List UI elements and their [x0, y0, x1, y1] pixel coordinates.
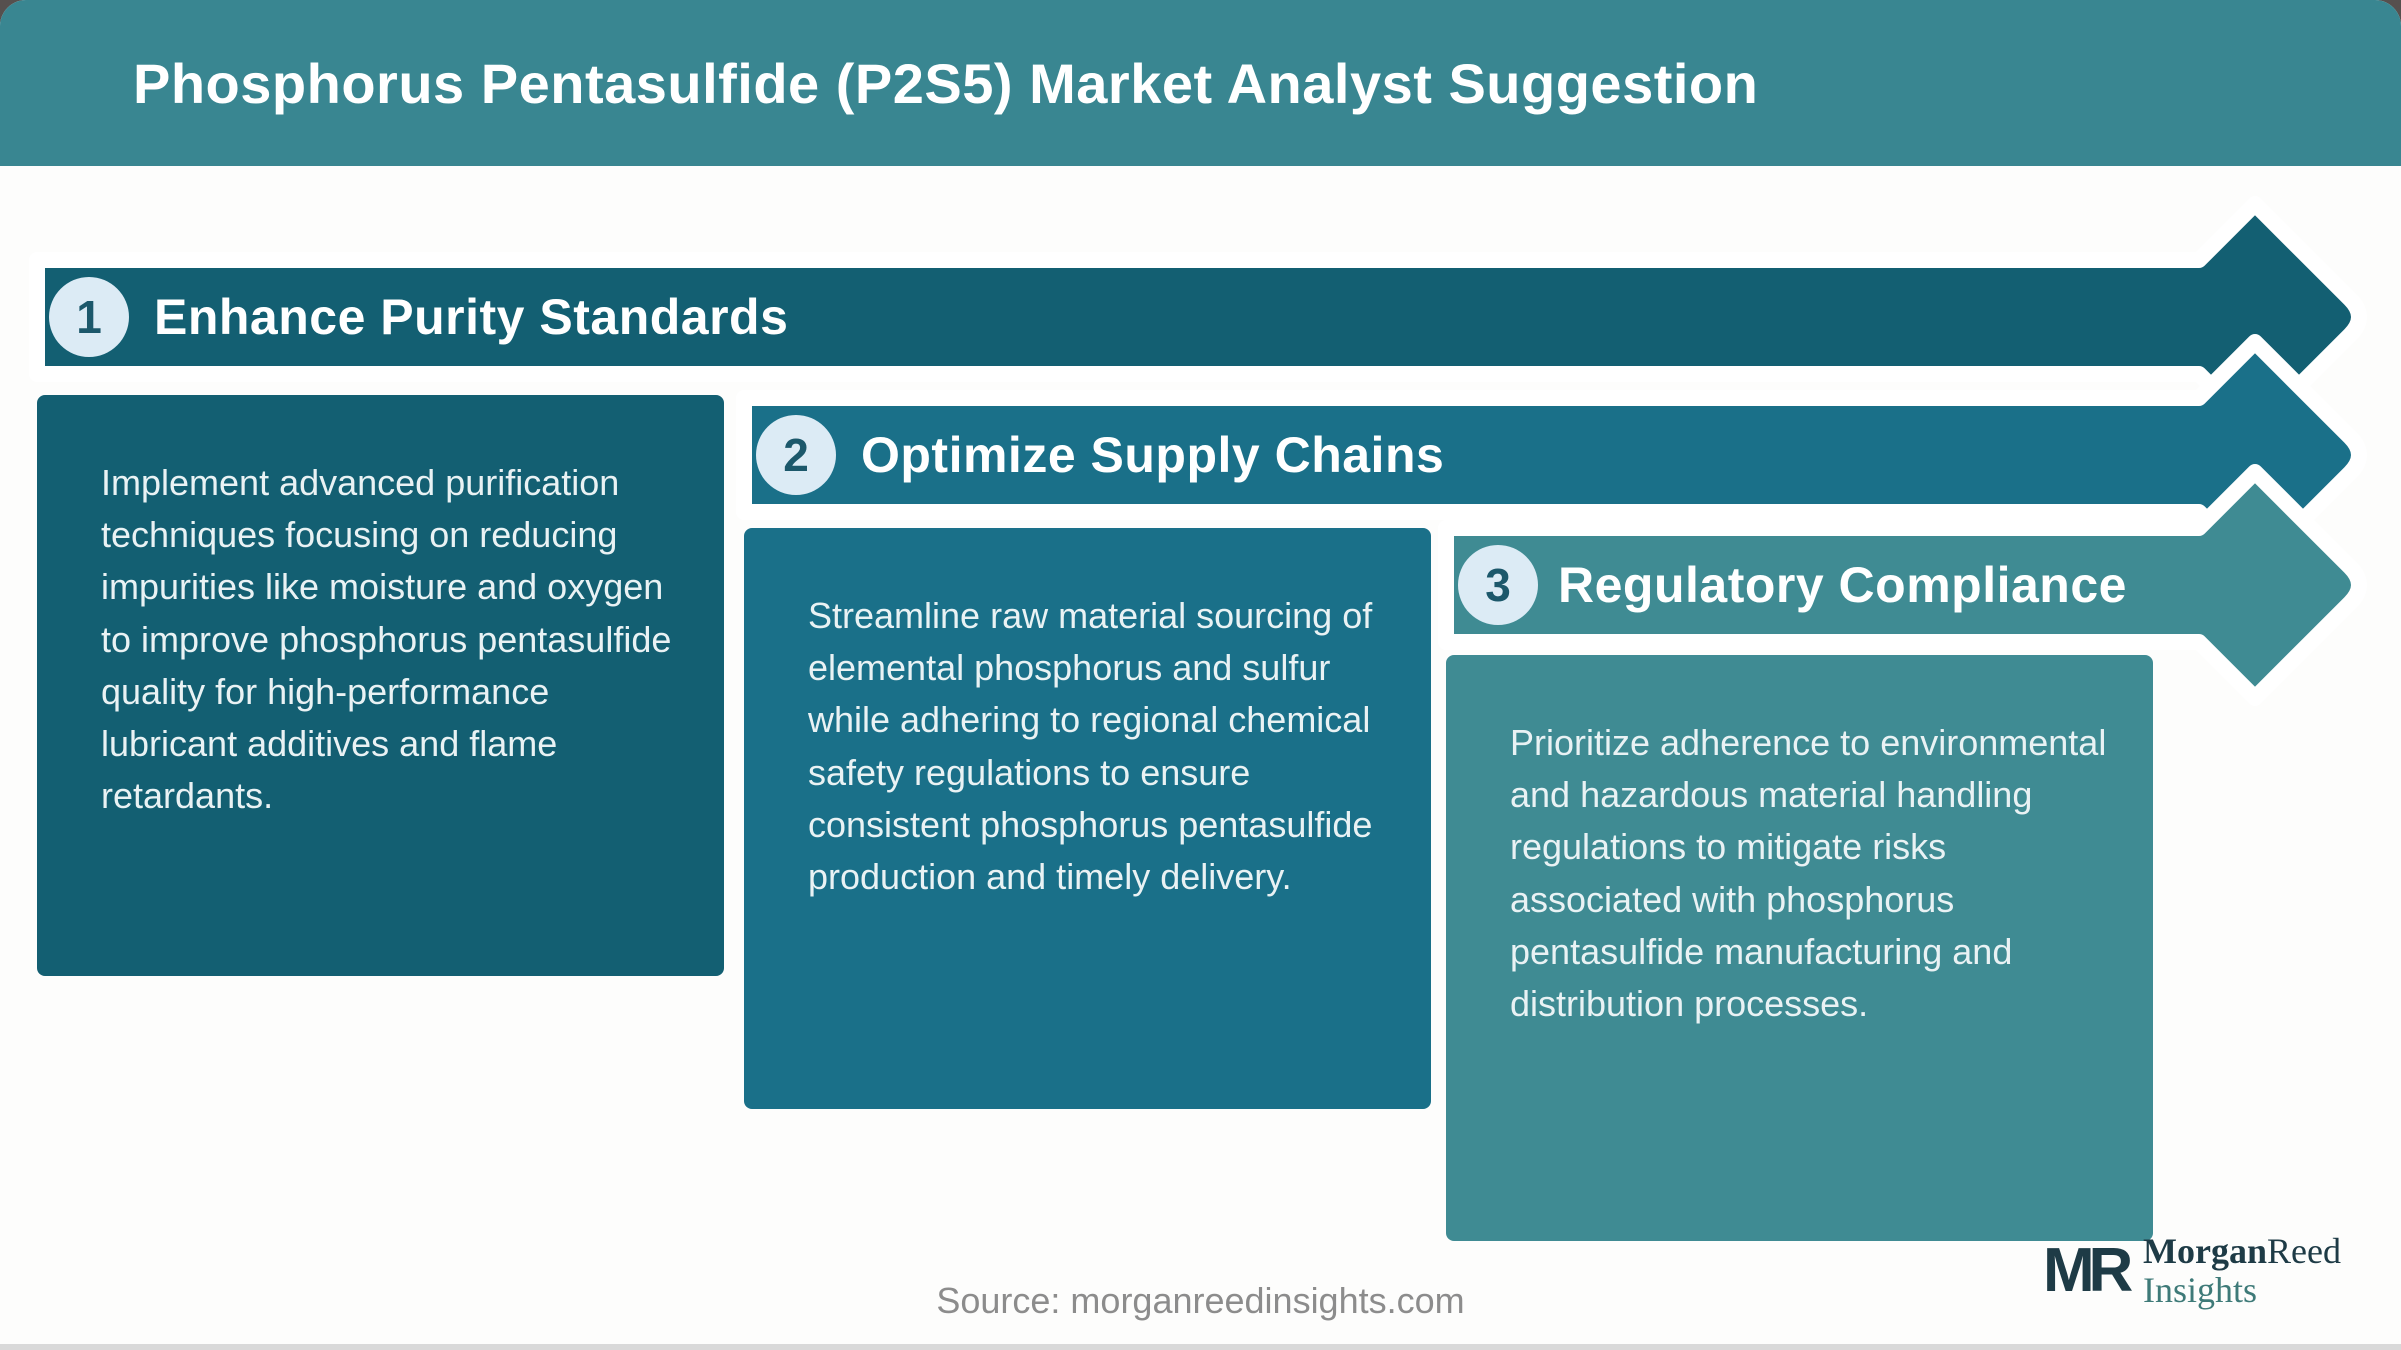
- step-1-description-card: Implement advanced purification techniqu…: [37, 395, 724, 976]
- step-3-arrow-shape: [1438, 464, 2367, 706]
- step-1-number-badge: 1: [49, 277, 129, 357]
- logo-name-bold: Morgan: [2143, 1231, 2268, 1272]
- step-3-arrow-banner: [1438, 464, 2367, 706]
- step-2-title: Optimize Supply Chains: [861, 427, 1445, 483]
- source-text: Source: morganreedinsights.com: [936, 1280, 1465, 1321]
- logo-monogram: MR: [2043, 1236, 2133, 1306]
- step-2-description: Streamline raw material sourcing of elem…: [808, 595, 1373, 897]
- step-3-title: Regulatory Compliance: [1558, 557, 2127, 613]
- logo-subtitle: Insights: [2143, 1270, 2258, 1311]
- step-2-description-card: Streamline raw material sourcing of elem…: [744, 528, 1431, 1109]
- logo-name-light: Reed: [2267, 1231, 2341, 1272]
- logo-name: MorganReed: [2143, 1232, 2341, 1271]
- logo-wordmark: MorganReed Insights: [2143, 1232, 2341, 1310]
- step-1-description: Implement advanced purification techniqu…: [101, 462, 672, 817]
- step-3-description-card: Prioritize adherence to environmental an…: [1446, 655, 2153, 1241]
- step-1-title: Enhance Purity Standards: [154, 289, 789, 345]
- step-3-description: Prioritize adherence to environmental an…: [1510, 722, 2107, 1024]
- header-bar: Phosphorus Pentasulfide (P2S5) Market An…: [0, 0, 2401, 166]
- logo: MR MorganReed Insights: [2043, 1232, 2341, 1310]
- step-2-number-badge: 2: [756, 415, 836, 495]
- step-3-number-badge: 3: [1458, 545, 1538, 625]
- page-title: Phosphorus Pentasulfide (P2S5) Market An…: [133, 51, 1759, 115]
